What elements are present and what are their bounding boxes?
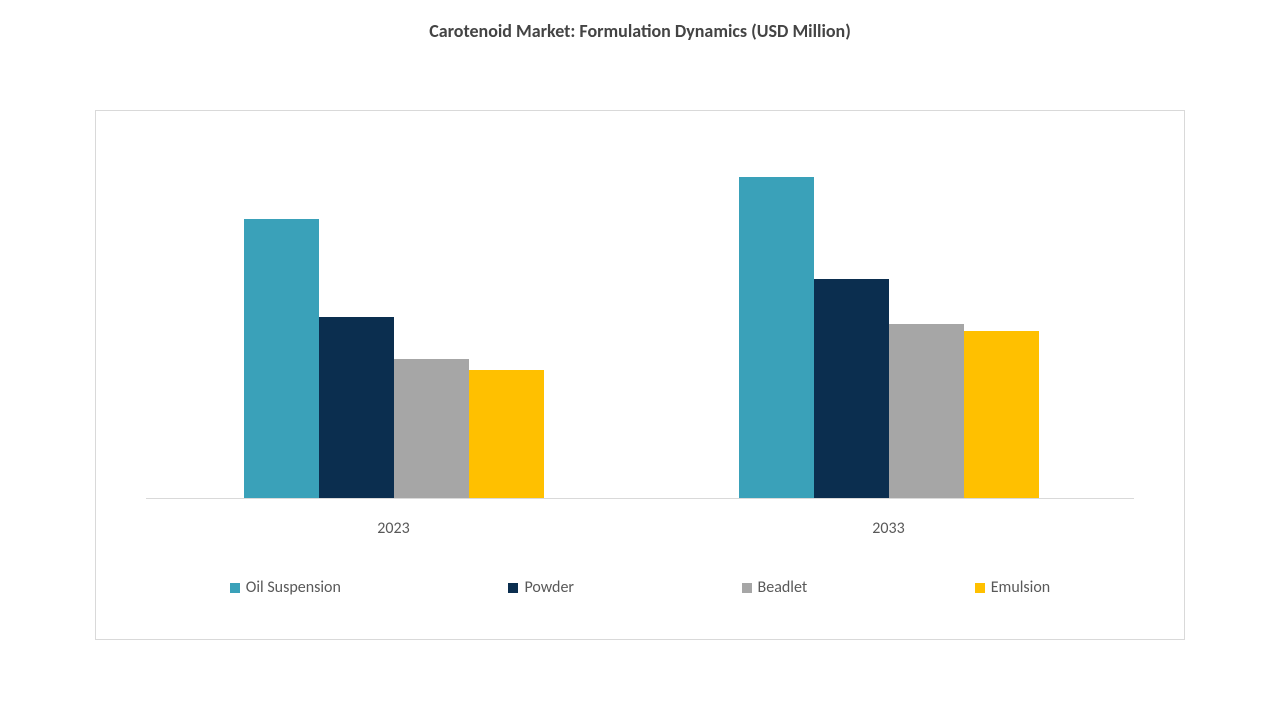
bar	[469, 370, 544, 500]
plot-area	[146, 151, 1134, 499]
bars-layer	[146, 151, 1134, 499]
legend: Oil Suspension Powder Beadlet Emulsion	[146, 578, 1134, 597]
chart-container: 2023 2033 Oil Suspension Powder Beadlet Emul…	[95, 110, 1185, 640]
bar	[244, 219, 319, 499]
bar	[964, 331, 1039, 499]
legend-item: Oil Suspension	[230, 578, 341, 597]
bar	[814, 279, 889, 500]
bar	[394, 359, 469, 499]
legend-item: Emulsion	[975, 578, 1050, 597]
bar	[739, 177, 814, 499]
x-axis-label: 2033	[829, 519, 949, 538]
legend-swatch	[230, 583, 240, 593]
x-axis-baseline	[146, 498, 1134, 499]
legend-label: Beadlet	[758, 578, 808, 597]
legend-label: Oil Suspension	[246, 578, 341, 597]
chart-title: Carotenoid Market: Formulation Dynamics …	[0, 20, 1280, 42]
x-axis-label: 2023	[334, 519, 454, 538]
legend-item: Powder	[508, 578, 574, 597]
bar	[889, 324, 964, 499]
legend-swatch	[508, 583, 518, 593]
legend-label: Emulsion	[991, 578, 1050, 597]
legend-label: Powder	[524, 578, 574, 597]
legend-swatch	[975, 583, 985, 593]
bar	[319, 317, 394, 499]
legend-item: Beadlet	[742, 578, 808, 597]
legend-swatch	[742, 583, 752, 593]
